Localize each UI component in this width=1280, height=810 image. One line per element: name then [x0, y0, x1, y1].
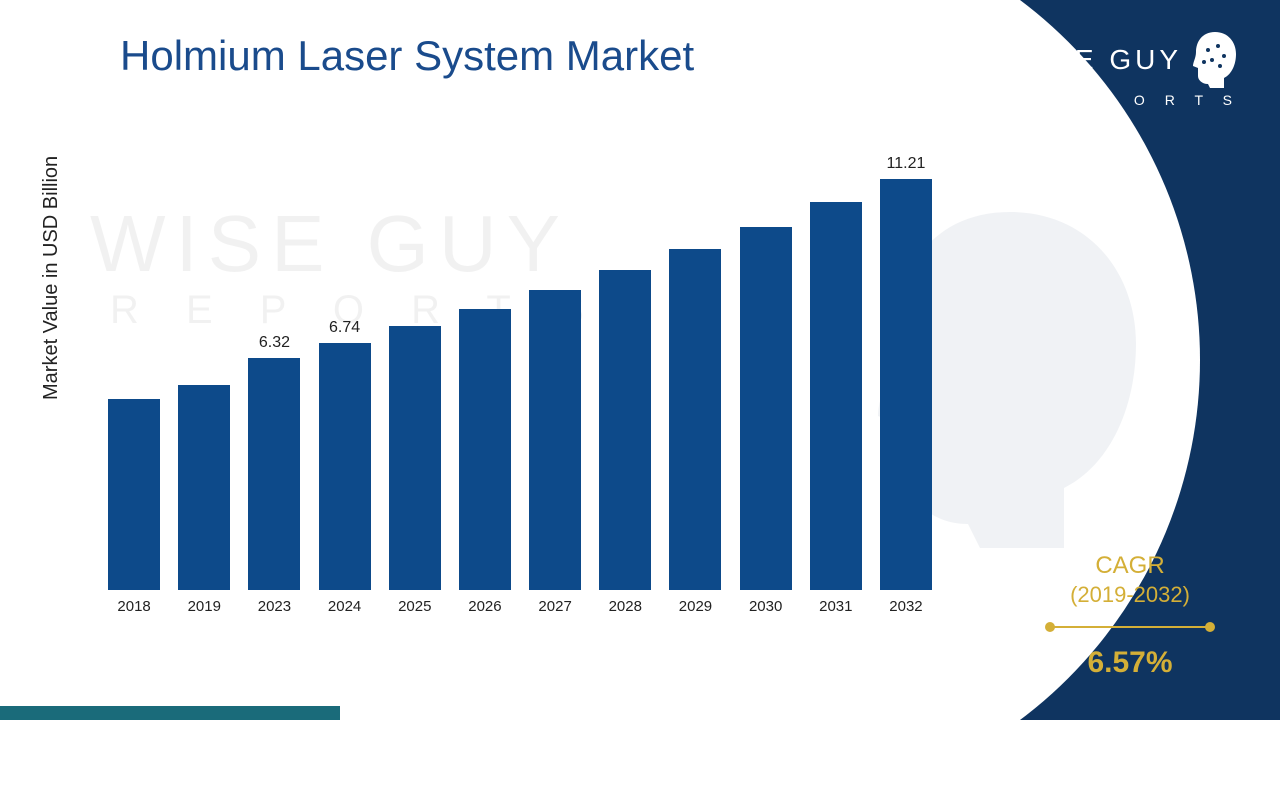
x-tick-label: 2025 — [389, 598, 441, 615]
plot-area: 6.32 6.74 11.21 — [100, 150, 940, 590]
bottom-accent-bar — [0, 706, 340, 720]
bar — [319, 343, 371, 590]
bar — [599, 270, 651, 590]
x-tick-label: 2028 — [599, 598, 651, 615]
bar — [529, 290, 581, 590]
bar — [740, 227, 792, 590]
x-axis-labels: 2018 2019 2023 2024 2025 2026 2027 2028 2029 2030… — [100, 598, 940, 615]
brand-logo: WISE GUY R E P O R T S — [1010, 30, 1240, 108]
x-tick-label: 2031 — [810, 598, 862, 615]
x-tick-label: 2026 — [459, 598, 511, 615]
logo-text-main: WISE GUY — [1010, 44, 1182, 76]
bar — [108, 399, 160, 590]
bar-slot — [810, 150, 862, 590]
x-tick-label: 2027 — [529, 598, 581, 615]
bar — [669, 249, 721, 590]
bar-slot: 11.21 — [880, 150, 932, 590]
x-tick-label: 2029 — [669, 598, 721, 615]
bar — [810, 202, 862, 590]
bar-slot — [459, 150, 511, 590]
cagr-block: CAGR (2019-2032) 6.57% — [1020, 552, 1240, 680]
x-tick-label: 2018 — [108, 598, 160, 615]
cagr-divider — [1050, 626, 1210, 628]
bar-slot — [599, 150, 651, 590]
x-tick-label: 2023 — [248, 598, 300, 615]
cagr-label: CAGR — [1020, 552, 1240, 580]
bar-slot — [178, 150, 230, 590]
bar-slot: 6.74 — [319, 150, 371, 590]
bar-slot — [669, 150, 721, 590]
bar-slot — [740, 150, 792, 590]
x-tick-label: 2030 — [740, 598, 792, 615]
bar-value-label: 6.74 — [329, 319, 360, 339]
bar-chart: Market Value in USD Billion 6.326.7411.2… — [60, 150, 960, 650]
page-title: Holmium Laser System Market — [120, 32, 694, 80]
x-tick-label: 2032 — [880, 598, 932, 615]
head-silhouette-icon — [1190, 30, 1240, 90]
bar — [248, 358, 300, 590]
y-axis-label: Market Value in USD Billion — [40, 156, 63, 400]
bar-slot — [529, 150, 581, 590]
bar — [880, 179, 932, 590]
bar-value-label: 11.21 — [887, 155, 926, 175]
cagr-value: 6.57% — [1020, 646, 1240, 680]
logo-text-sub: R E P O R T S — [1010, 92, 1240, 108]
x-tick-label: 2024 — [319, 598, 371, 615]
bar-slot: 6.32 — [248, 150, 300, 590]
cagr-range: (2019-2032) — [1020, 582, 1240, 608]
bar-slot — [389, 150, 441, 590]
bar — [459, 309, 511, 590]
x-tick-label: 2019 — [178, 598, 230, 615]
bar-slot — [108, 150, 160, 590]
bar — [178, 385, 230, 590]
bar-value-label: 6.32 — [259, 334, 290, 354]
bar — [389, 326, 441, 590]
